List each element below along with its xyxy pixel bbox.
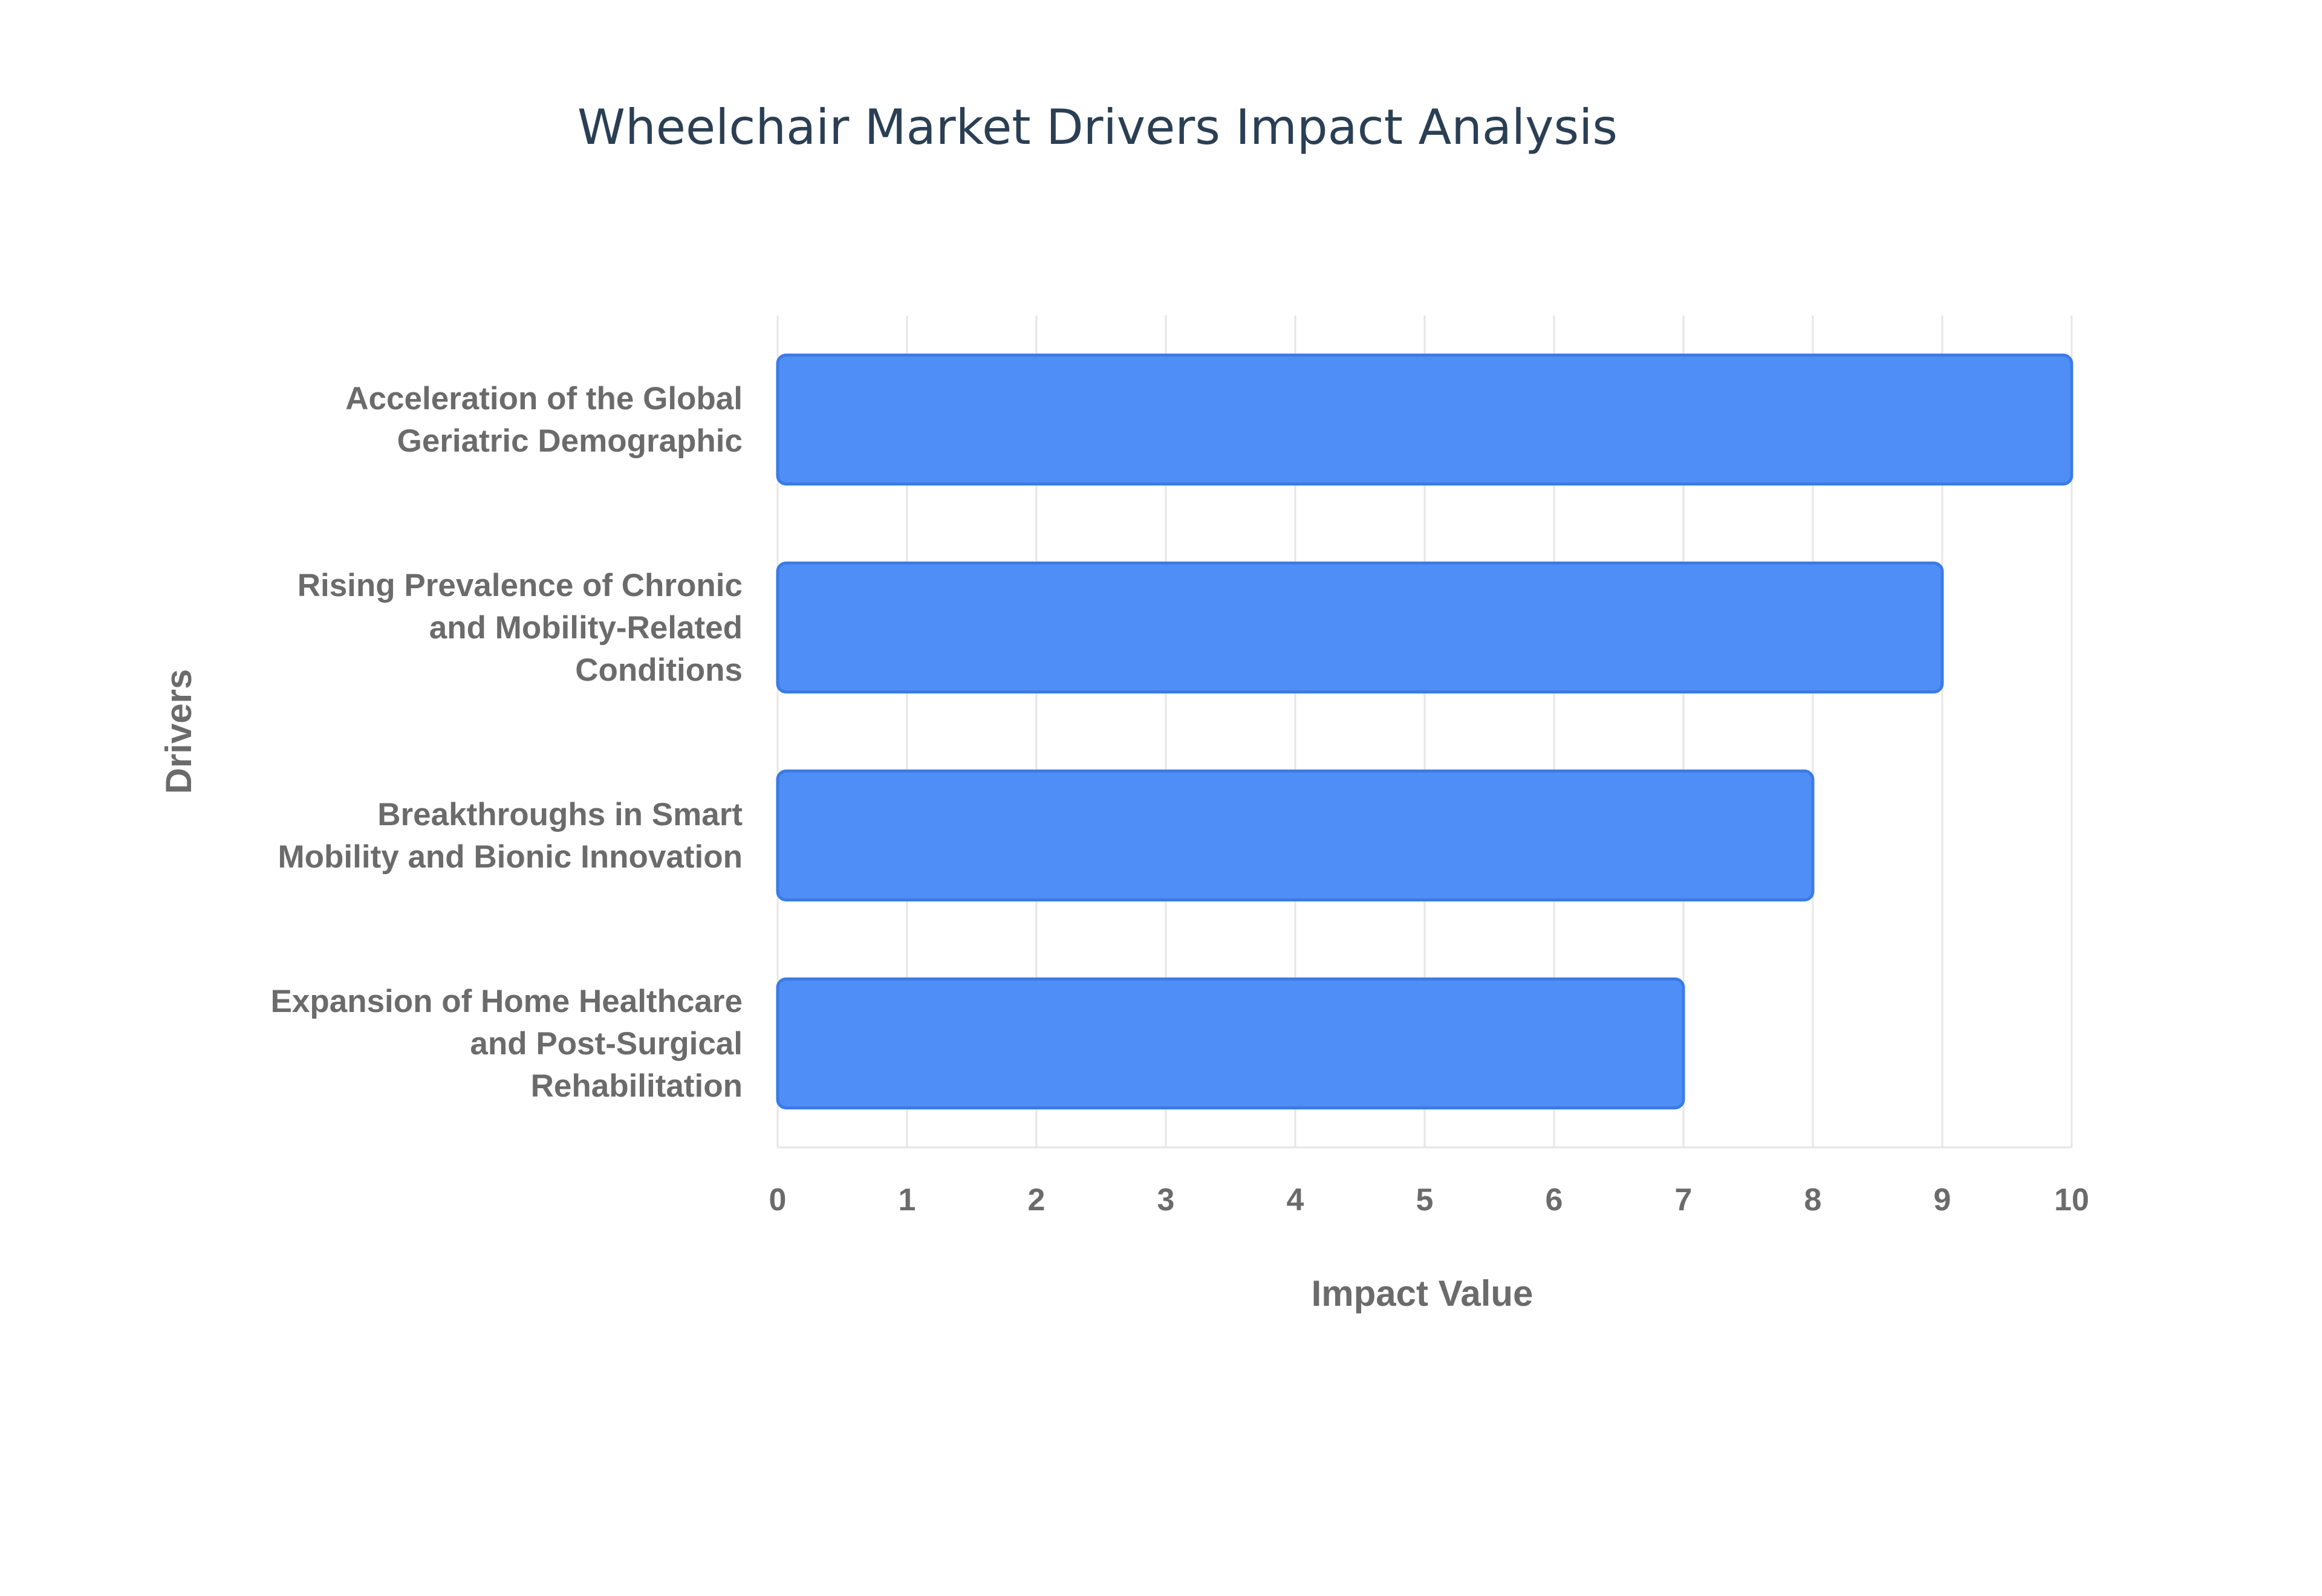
x-tick-label: 5 [1416, 1182, 1434, 1218]
y-axis-title: Drivers [158, 669, 199, 794]
category-label: Breakthroughs in Smart Mobility and Bioni… [278, 797, 743, 875]
x-tick-label: 0 [769, 1182, 787, 1218]
bar [776, 561, 1944, 694]
x-tick-label: 6 [1546, 1182, 1563, 1218]
category-label: Acceleration of the Global Geriatric Demo… [345, 381, 743, 459]
x-tick-label: 8 [1804, 1182, 1822, 1218]
x-tick-label: 10 [2054, 1182, 2089, 1218]
bar [776, 353, 2073, 486]
x-axis-ticks: 0 1 2 3 4 5 6 7 8 9 10 [769, 1182, 2089, 1218]
category-labels: Acceleration of the Global Geriatric Demo… [271, 381, 743, 1104]
x-tick-label: 1 [899, 1182, 916, 1218]
x-tick-label: 7 [1675, 1182, 1693, 1218]
bar [776, 769, 1815, 902]
x-tick-label: 2 [1028, 1182, 1046, 1218]
x-tick-label: 9 [1934, 1182, 1951, 1218]
chart-title: Wheelchair Market Drivers Impact Analysi… [577, 99, 1618, 155]
x-axis-title: Impact Value [1312, 1273, 1533, 1314]
bar [776, 977, 1685, 1110]
bars [776, 353, 2073, 1110]
category-label: Expansion of Home Healthcare and Post-Sur… [271, 984, 743, 1104]
x-tick-label: 4 [1287, 1182, 1304, 1218]
category-label: Rising Prevalence of Chronic and Mobility… [298, 568, 743, 688]
x-tick-label: 3 [1157, 1182, 1175, 1218]
